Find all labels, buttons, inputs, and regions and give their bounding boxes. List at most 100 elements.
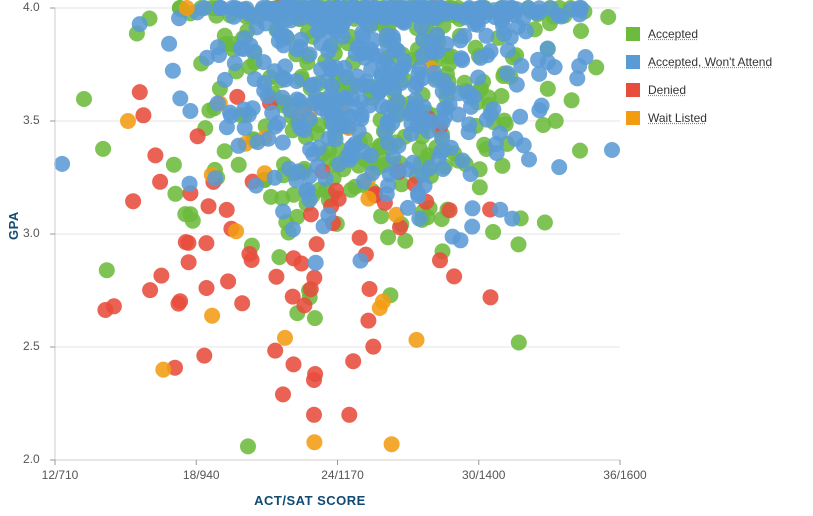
scatter-point [250,134,266,150]
legend-label[interactable]: Denied [648,83,686,97]
scatter-point [512,109,528,125]
legend-label[interactable]: Accepted [648,27,698,41]
x-tick-label: 18/940 [171,468,231,482]
scatter-point [364,165,380,181]
scatter-point [396,58,412,74]
scatter-point [227,55,243,71]
x-tick-label: 24/1170 [313,468,373,482]
scatter-point [535,117,551,133]
scatter-point [328,98,344,114]
scatter-point [198,235,214,251]
scatter-point [302,47,318,63]
scatter-point [389,8,405,24]
scatter-point [507,131,523,147]
scatter-point [201,198,217,214]
scatter-point [551,159,567,175]
scatter-point [125,193,141,209]
scatter-point [245,100,261,116]
scatter-point [442,202,458,218]
scatter-point [540,41,556,57]
scatter-point [381,71,397,87]
legend-label[interactable]: Accepted, Won't Attend [648,55,772,69]
y-tick-label: 3.5 [23,113,40,127]
scatter-point [344,139,360,155]
scatter-point [465,200,481,216]
legend-swatch [626,111,640,125]
scatter-point [190,128,206,144]
scatter-point [485,224,501,240]
scatter-point [483,43,499,59]
scatter-point [172,90,188,106]
legend-item-accepted[interactable]: Accepted [626,20,801,48]
scatter-point [438,36,454,52]
scatter-point [182,103,198,119]
scatter-point [414,166,430,182]
legend-item-wait-listed[interactable]: Wait Listed [626,104,801,132]
scatter-point [371,85,387,101]
scatter-point [360,313,376,329]
scatter-point [306,372,322,388]
scatter-point [352,230,368,246]
scatter-point [463,166,479,182]
scatter-point [521,152,537,168]
legend-item-accepted-wont-attend[interactable]: Accepted, Won't Attend [626,48,801,76]
scatter-point [436,73,452,89]
legend-swatch [626,83,640,97]
scatter-point [345,353,361,369]
scatter-points [54,0,620,454]
scatter-point [302,192,318,208]
scatter-point [217,143,233,159]
scatter-point [196,348,212,364]
y-axis-label: GPA [6,211,21,240]
x-axis-label: ACT/SAT SCORE [0,493,620,508]
scatter-point [353,253,369,269]
scatter-point [306,407,322,423]
scatter-point [431,3,447,19]
scatter-point [350,39,366,55]
scatter-point [199,280,215,296]
scatter-point [293,256,309,272]
scatter-point [142,282,158,298]
scatter-point [207,170,223,186]
scatter-point [233,41,249,57]
x-tick-label: 12/710 [30,468,90,482]
scatter-point [181,254,197,270]
scatter-point [275,135,291,151]
y-tick-label: 2.5 [23,339,40,353]
scatter-point [277,330,293,346]
scatter-point [366,32,382,48]
scatter-point [495,7,511,23]
legend-item-denied[interactable]: Denied [626,76,801,104]
scatter-point [386,42,402,58]
scatter-point [179,0,195,16]
scatter-point [537,215,553,231]
scatter-point [452,32,468,48]
scatter-point [171,296,187,312]
scatter-point [354,107,370,123]
scatter-point [285,289,301,305]
scatter-point [152,174,168,190]
scatter-point [569,70,585,86]
scatter-point [382,166,398,182]
legend-label[interactable]: Wait Listed [648,111,707,125]
scatter-point [432,252,448,268]
scatter-point [470,70,486,86]
scatter-point [275,386,291,402]
x-tick-label: 36/1600 [595,468,655,482]
scatter-point [219,119,235,135]
scatter-point [155,362,171,378]
scatter-point [292,120,308,136]
scatter-point [572,143,588,159]
scatter-point [461,124,477,140]
scatter-point [217,72,233,88]
scatter-point [472,179,488,195]
scatter-point [362,281,378,297]
scatter-point [411,211,427,227]
scatter-point [320,43,336,59]
scatter-point [275,204,291,220]
scatter-point [219,202,235,218]
scatter-point [540,81,556,97]
scatter-point [306,77,322,93]
scatter-point [564,92,580,108]
scatter-point [240,438,256,454]
